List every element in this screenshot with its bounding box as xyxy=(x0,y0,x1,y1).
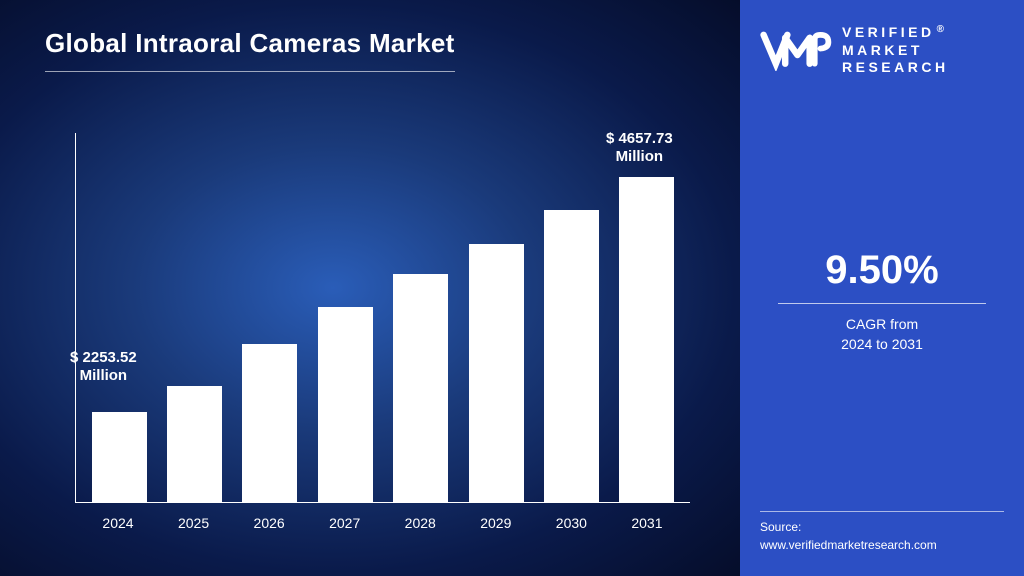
x-label: 2027 xyxy=(314,515,376,531)
cagr-underline xyxy=(778,303,986,304)
bar-chart: $ 2253.52 Million xyxy=(55,111,710,531)
bar-2028 xyxy=(390,274,452,502)
x-label: 2026 xyxy=(238,515,300,531)
cagr-label: CAGR from 2024 to 2031 xyxy=(770,314,994,355)
x-axis-labels: 2024 2025 2026 2027 2028 2029 2030 2031 xyxy=(75,515,690,531)
vmr-logo-icon xyxy=(760,29,832,71)
x-label: 2030 xyxy=(540,515,602,531)
bar xyxy=(318,307,373,502)
bar-2026 xyxy=(239,344,301,502)
bar xyxy=(167,386,222,502)
source-block: Source: www.verifiedmarketresearch.com xyxy=(760,511,1004,554)
bar xyxy=(469,244,524,502)
bar-2029 xyxy=(465,244,527,502)
side-panel: VERIFIED® MARKET RESEARCH 9.50% CAGR fro… xyxy=(740,0,1024,576)
bar-value-last: $ 4657.73 Million xyxy=(606,130,673,168)
x-label: 2028 xyxy=(389,515,451,531)
x-label: 2025 xyxy=(163,515,225,531)
cagr-block: 9.50% CAGR from 2024 to 2031 xyxy=(740,248,1024,355)
source-url: www.verifiedmarketresearch.com xyxy=(760,536,1004,554)
bars-container: $ 2253.52 Million xyxy=(75,133,690,503)
main-chart-panel: Global Intraoral Cameras Market $ 2253.5… xyxy=(0,0,740,576)
x-label: 2031 xyxy=(616,515,678,531)
bar xyxy=(619,177,674,502)
bar-2031: $ 4657.73 Million xyxy=(616,177,678,502)
bar xyxy=(393,274,448,502)
brand-logo: VERIFIED® MARKET RESEARCH xyxy=(760,24,1004,77)
brand-name: VERIFIED® MARKET RESEARCH xyxy=(842,24,949,77)
bar xyxy=(544,210,599,502)
cagr-value: 9.50% xyxy=(770,248,994,293)
bar-2027 xyxy=(314,307,376,502)
bar-value-first: $ 2253.52 Million xyxy=(70,349,137,387)
chart-title: Global Intraoral Cameras Market xyxy=(45,28,705,59)
x-label: 2029 xyxy=(465,515,527,531)
bar-2024: $ 2253.52 Million xyxy=(88,412,150,502)
bar-2025 xyxy=(163,386,225,502)
title-underline xyxy=(45,71,455,72)
source-label: Source: xyxy=(760,518,1004,536)
bar xyxy=(242,344,297,502)
source-underline xyxy=(760,511,1004,512)
bar-2030 xyxy=(541,210,603,502)
x-label: 2024 xyxy=(87,515,149,531)
bar xyxy=(92,412,147,502)
